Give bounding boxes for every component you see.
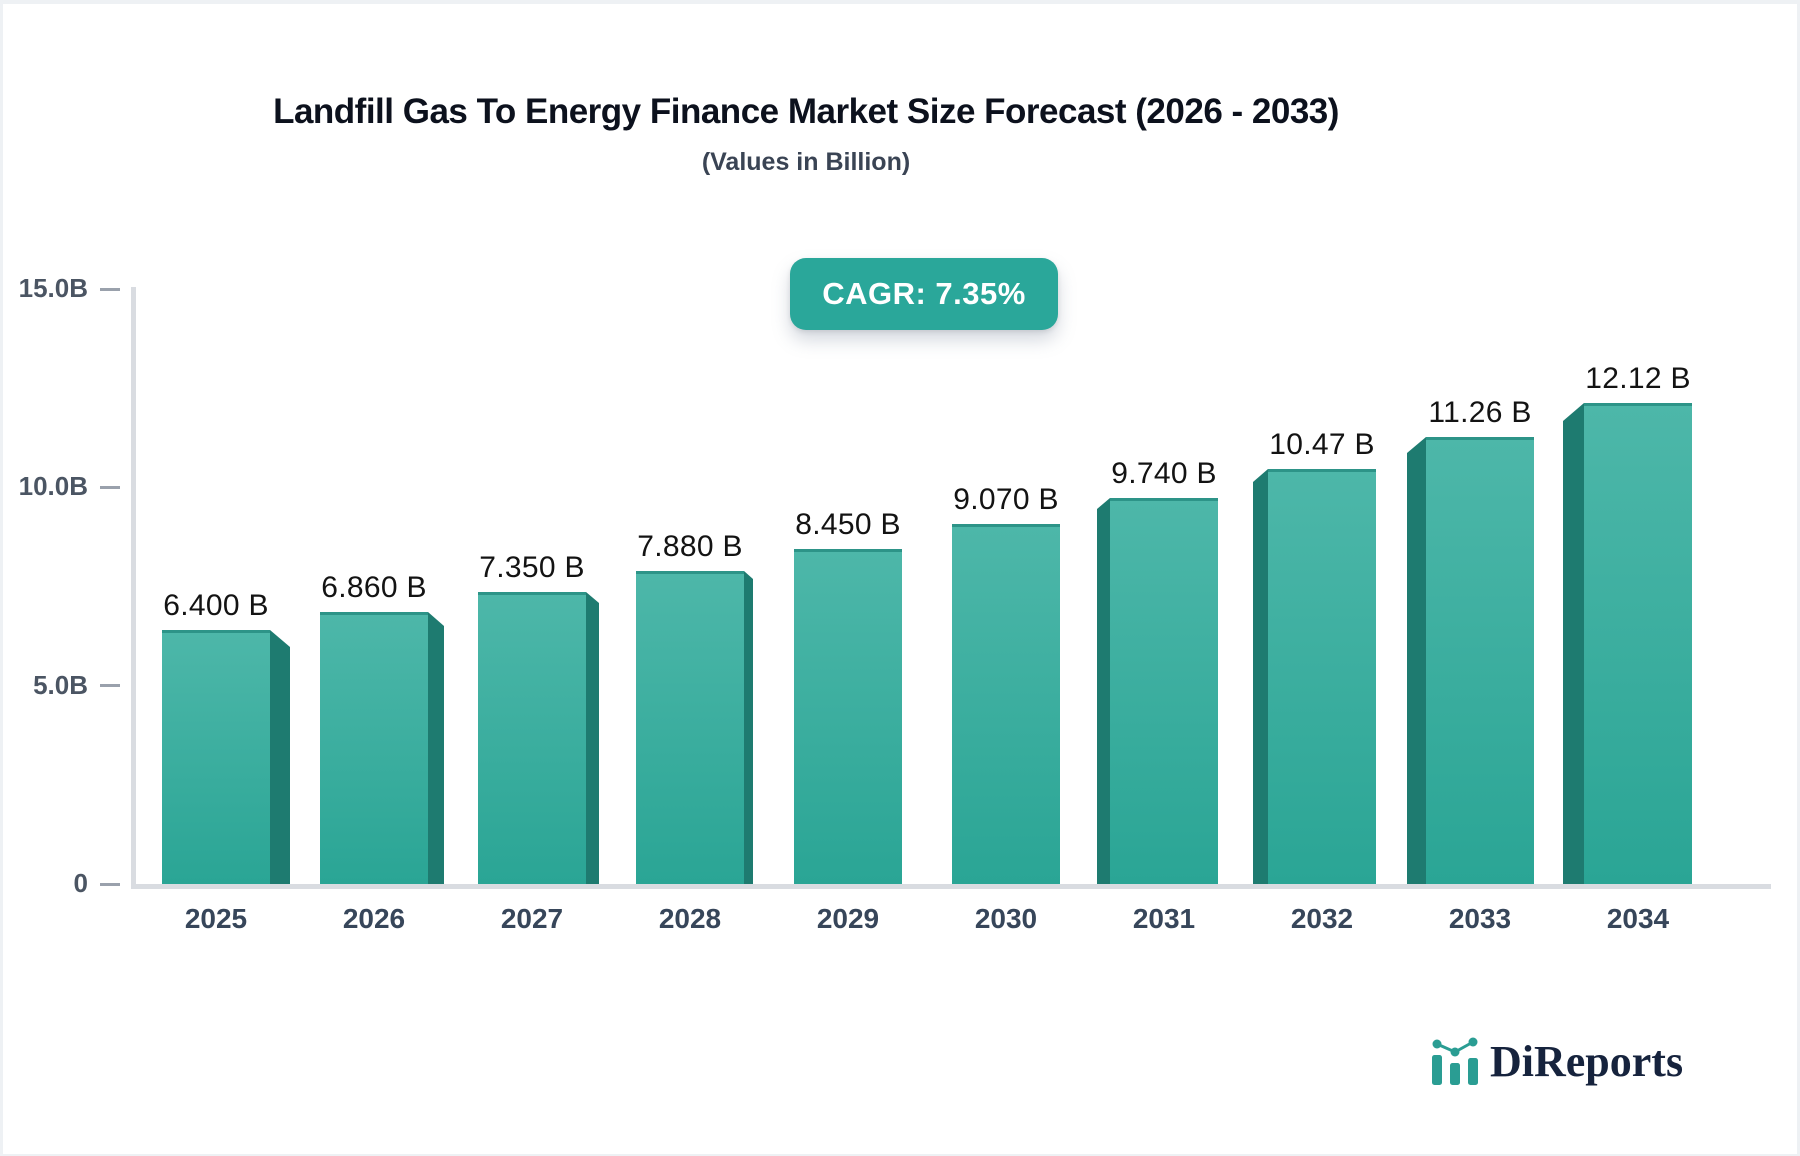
bar-2032[interactable] bbox=[1268, 469, 1376, 884]
y-axis-tick-label: 10.0B bbox=[18, 471, 88, 502]
bar-value-label: 12.12 B bbox=[1585, 362, 1691, 395]
x-axis-line bbox=[131, 884, 1771, 889]
title-block: Landfill Gas To Energy Finance Market Si… bbox=[0, 92, 1612, 177]
y-axis-line bbox=[131, 287, 136, 887]
bar-value-label: 11.26 B bbox=[1428, 396, 1532, 429]
x-axis-label-2026: 2026 bbox=[342, 903, 406, 934]
bar-value-label: 6.400 B bbox=[163, 589, 269, 622]
chart-subtitle: (Values in Billion) bbox=[701, 148, 911, 176]
x-axis-label-2030: 2030 bbox=[974, 903, 1038, 934]
bar-3d-side bbox=[744, 571, 753, 884]
y-axis-tick-mark bbox=[100, 882, 120, 886]
bar-value-label: 9.070 B bbox=[953, 483, 1059, 516]
bar-2030[interactable] bbox=[952, 524, 1060, 884]
bar-value-label: 10.47 B bbox=[1269, 428, 1375, 461]
bar-value-label: 7.880 B bbox=[637, 530, 743, 563]
y-axis-tick-mark bbox=[100, 684, 120, 688]
bar-3d-side bbox=[1253, 469, 1268, 884]
y-axis-tick-label: 15.0B bbox=[18, 273, 88, 303]
x-axis-label-2033: 2033 bbox=[1448, 903, 1512, 934]
bar-2029[interactable] bbox=[794, 549, 902, 884]
chart-title: Landfill Gas To Energy Finance Market Si… bbox=[273, 92, 1339, 131]
bar-3d-side bbox=[586, 592, 599, 884]
brand-logo-text: DiReports bbox=[1490, 1037, 1684, 1086]
x-axis-label-2034: 2034 bbox=[1606, 903, 1670, 934]
bar-3d-side bbox=[270, 630, 290, 884]
bar-3d-side bbox=[1563, 403, 1584, 884]
brand-logo: DiReports bbox=[1428, 1030, 1683, 1093]
cagr-badge: CAGR: 7.35% bbox=[790, 258, 1058, 330]
y-axis-tick-label: 5.0B bbox=[33, 669, 88, 700]
bar-2025[interactable] bbox=[162, 630, 270, 884]
bar-3d-side bbox=[1407, 437, 1426, 884]
y-axis-tick-label: 0 bbox=[73, 868, 88, 898]
x-axis-label-2028: 2028 bbox=[658, 903, 722, 934]
bar-2028[interactable] bbox=[636, 571, 744, 884]
bar-value-label: 9.740 B bbox=[1111, 457, 1217, 490]
bar-chart-logo-icon bbox=[1428, 1030, 1482, 1093]
bar-value-label: 7.350 B bbox=[479, 551, 585, 584]
bar-2027[interactable] bbox=[478, 592, 586, 884]
x-axis-label-2029: 2029 bbox=[816, 903, 880, 934]
x-axis-label-2027: 2027 bbox=[500, 903, 564, 934]
x-axis-label-2032: 2032 bbox=[1290, 903, 1354, 934]
bar-2026[interactable] bbox=[320, 612, 428, 884]
bar-3d-side bbox=[428, 612, 444, 884]
y-axis-tick-mark bbox=[100, 287, 120, 291]
x-axis-label-2031: 2031 bbox=[1132, 903, 1196, 934]
bar-value-label: 8.450 B bbox=[795, 508, 901, 541]
bar-2031[interactable] bbox=[1110, 498, 1218, 884]
bar-2034[interactable] bbox=[1584, 403, 1692, 884]
bar-2033[interactable] bbox=[1426, 437, 1534, 884]
cagr-badge-label: CAGR: 7.35% bbox=[822, 276, 1026, 311]
bar-value-label: 6.860 B bbox=[321, 571, 427, 604]
bar-3d-side bbox=[1097, 498, 1110, 884]
y-axis-tick-mark bbox=[100, 485, 120, 489]
x-axis-label-2025: 2025 bbox=[184, 903, 248, 934]
